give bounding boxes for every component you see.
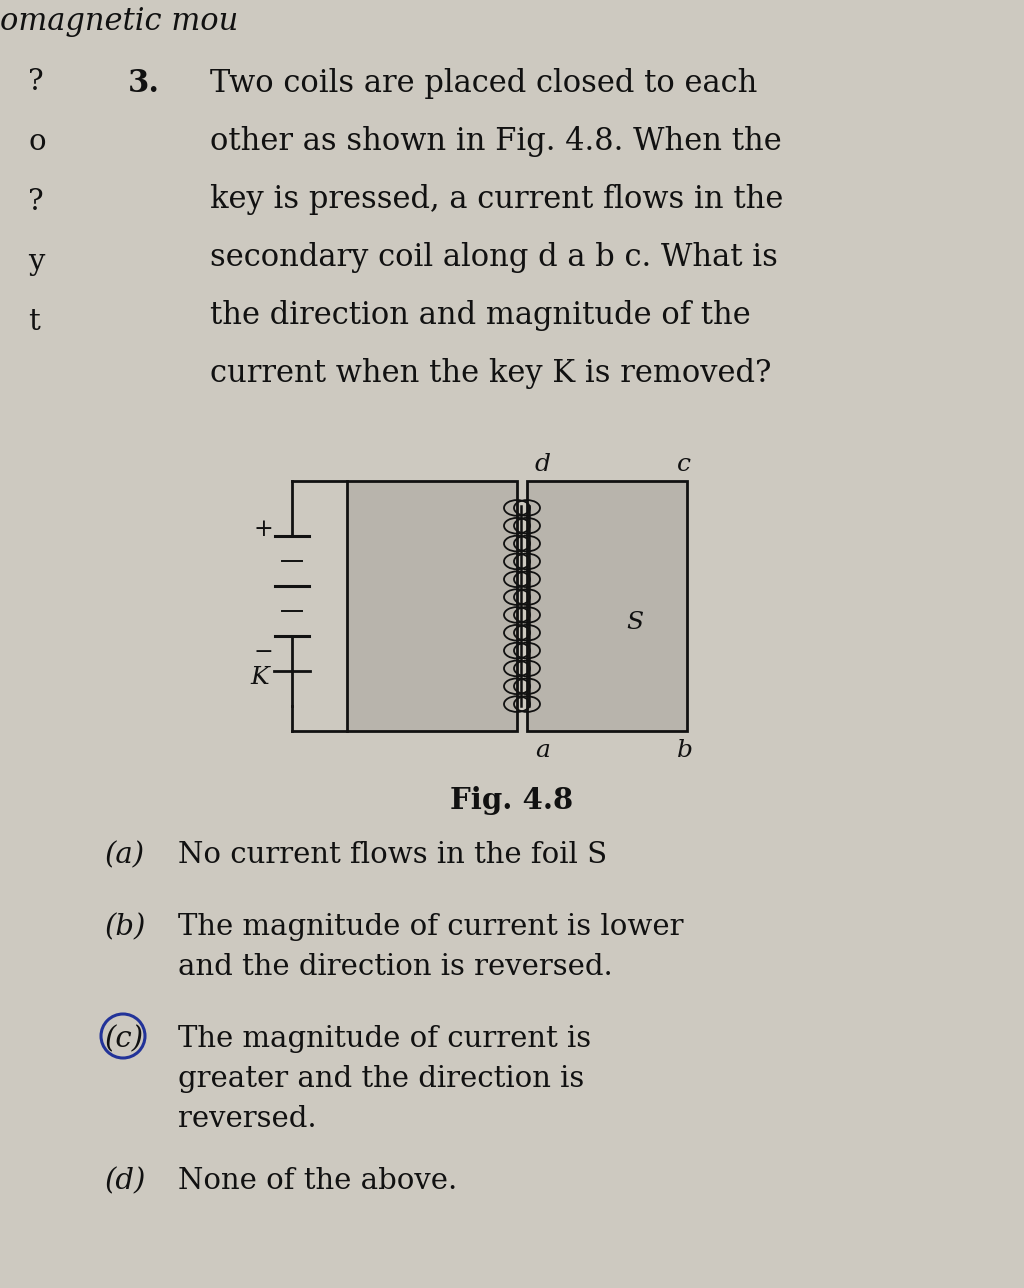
Text: No current flows in the foil S: No current flows in the foil S [178,841,607,869]
Bar [347,480,517,732]
Text: o: o [28,128,46,156]
Text: omagnetic mou: omagnetic mou [0,6,239,37]
Text: (a): (a) [105,841,145,869]
Text: y: y [28,249,44,276]
Text: t: t [28,308,40,336]
Text: (d): (d) [105,1167,146,1195]
Text: ?: ? [28,68,44,97]
Text: and the direction is reversed.: and the direction is reversed. [178,953,612,981]
Text: b: b [677,739,693,762]
Text: None of the above.: None of the above. [178,1167,458,1195]
Text: S: S [627,611,643,634]
Text: +: + [254,518,273,541]
Text: a: a [535,739,550,762]
Text: greater and the direction is: greater and the direction is [178,1065,585,1094]
Text: key is pressed, a current flows in the: key is pressed, a current flows in the [210,184,783,215]
Text: other as shown in Fig. 4.8. When the: other as shown in Fig. 4.8. When the [210,126,781,157]
Text: −: − [254,641,273,665]
Text: secondary coil along d a b c. What is: secondary coil along d a b c. What is [210,242,778,273]
Text: The magnitude of current is lower: The magnitude of current is lower [178,913,683,942]
Text: d: d [535,453,551,477]
Text: reversed.: reversed. [178,1105,316,1133]
Bar [527,480,687,732]
Text: ?: ? [28,188,44,216]
Text: Fig. 4.8: Fig. 4.8 [451,786,573,815]
Text: (b): (b) [105,913,146,942]
Text: c: c [677,453,691,477]
Text: the direction and magnitude of the: the direction and magnitude of the [210,300,751,331]
Text: 3.: 3. [128,68,160,99]
Text: Two coils are placed closed to each: Two coils are placed closed to each [210,68,758,99]
Text: current when the key K is removed?: current when the key K is removed? [210,358,771,389]
Text: K: K [250,666,268,689]
Text: The magnitude of current is: The magnitude of current is [178,1025,591,1054]
Text: (c): (c) [105,1025,144,1054]
